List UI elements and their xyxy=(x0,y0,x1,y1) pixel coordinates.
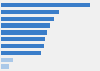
Bar xyxy=(1,30,47,35)
Bar xyxy=(1,51,41,55)
Bar xyxy=(1,23,50,28)
Bar xyxy=(1,44,44,48)
Bar xyxy=(1,10,59,14)
Bar xyxy=(1,3,90,7)
Bar xyxy=(1,58,13,62)
Bar xyxy=(1,64,9,69)
Bar xyxy=(1,17,54,21)
Bar xyxy=(1,37,45,41)
